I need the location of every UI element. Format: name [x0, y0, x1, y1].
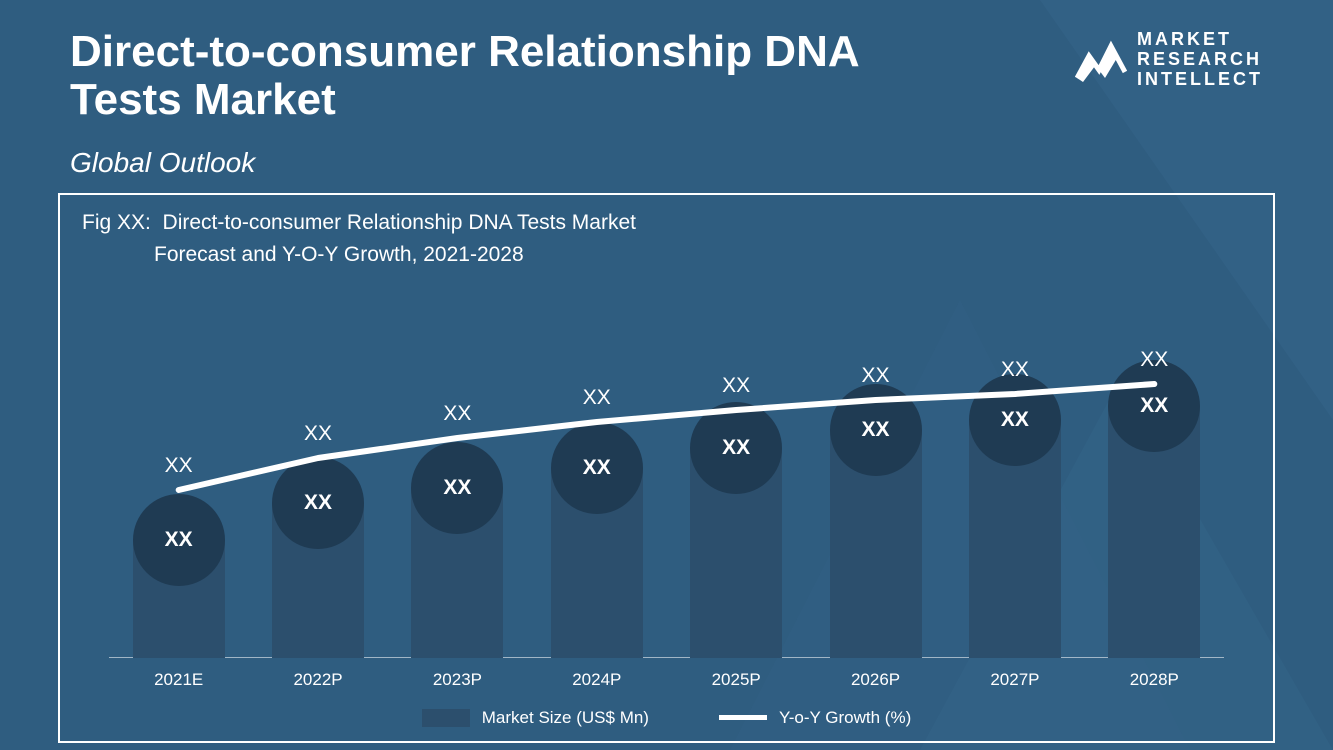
legend-line-label: Y-o-Y Growth (%): [779, 708, 911, 728]
legend: Market Size (US$ Mn) Y-o-Y Growth (%): [82, 708, 1251, 728]
bar-unit: XX: [969, 278, 1061, 658]
legend-item-bar: Market Size (US$ Mn): [422, 708, 649, 728]
bar-unit: XX: [1108, 278, 1200, 658]
growth-point-label: XX: [583, 386, 611, 410]
x-tick-label: 2021E: [133, 670, 225, 690]
logo-line1: MARKET: [1137, 30, 1263, 50]
figure-label: Fig XX:: [82, 211, 151, 234]
bar-unit: XX: [411, 278, 503, 658]
legend-bar-label: Market Size (US$ Mn): [482, 708, 649, 728]
bar-value-label: XX: [411, 442, 503, 534]
legend-swatch-line: [719, 715, 767, 720]
bar-value-label: XX: [272, 457, 364, 549]
figure-title: Direct-to-consumer Relationship DNA Test…: [163, 211, 636, 234]
bar-value-label: XX: [551, 422, 643, 514]
chart-container: Fig XX: Direct-to-consumer Relationship …: [58, 193, 1275, 743]
bar-value-label: XX: [969, 374, 1061, 466]
x-tick-label: 2025P: [690, 670, 782, 690]
x-tick-label: 2028P: [1108, 670, 1200, 690]
brand-logo: MARKET RESEARCH INTELLECT: [1075, 30, 1263, 89]
subtitle: Global Outlook: [0, 129, 1333, 193]
page-title: Direct-to-consumer Relationship DNA Test…: [70, 28, 970, 125]
header: Direct-to-consumer Relationship DNA Test…: [0, 0, 1333, 129]
x-tick-label: 2027P: [969, 670, 1061, 690]
growth-point-label: XX: [1001, 358, 1029, 382]
growth-point-label: XX: [304, 422, 332, 446]
x-axis: 2021E 2022P 2023P 2024P 2025P 2026P 2027P 2028P: [109, 670, 1224, 690]
bar-unit: XX: [830, 278, 922, 658]
legend-item-line: Y-o-Y Growth (%): [719, 708, 911, 728]
bar-unit: XX: [551, 278, 643, 658]
bar-unit: XX: [690, 278, 782, 658]
bar-value-label: XX: [133, 494, 225, 586]
logo-mark-icon: [1075, 38, 1127, 82]
plot-area: XXXXXXXXXXXXXXXX XXXXXXXXXXXXXXXX: [109, 278, 1224, 658]
bar-value-label: XX: [830, 384, 922, 476]
logo-line3: INTELLECT: [1137, 70, 1263, 90]
bar-unit: XX: [272, 278, 364, 658]
logo-text: MARKET RESEARCH INTELLECT: [1137, 30, 1263, 89]
bars-group: XXXXXXXXXXXXXXXX: [109, 278, 1224, 658]
growth-point-label: XX: [443, 402, 471, 426]
logo-line2: RESEARCH: [1137, 50, 1263, 70]
growth-point-label: XX: [722, 374, 750, 398]
legend-swatch-bar: [422, 709, 470, 727]
figure-caption: Fig XX: Direct-to-consumer Relationship …: [82, 207, 1251, 272]
x-tick-label: 2022P: [272, 670, 364, 690]
growth-point-label: XX: [862, 364, 890, 388]
bar-value-label: XX: [1108, 360, 1200, 452]
figure-subtitle: Forecast and Y-O-Y Growth, 2021-2028: [154, 239, 1251, 272]
x-tick-label: 2026P: [830, 670, 922, 690]
x-tick-label: 2024P: [551, 670, 643, 690]
growth-point-label: XX: [165, 454, 193, 478]
bar-value-label: XX: [690, 402, 782, 494]
growth-point-label: XX: [1140, 348, 1168, 372]
x-tick-label: 2023P: [411, 670, 503, 690]
